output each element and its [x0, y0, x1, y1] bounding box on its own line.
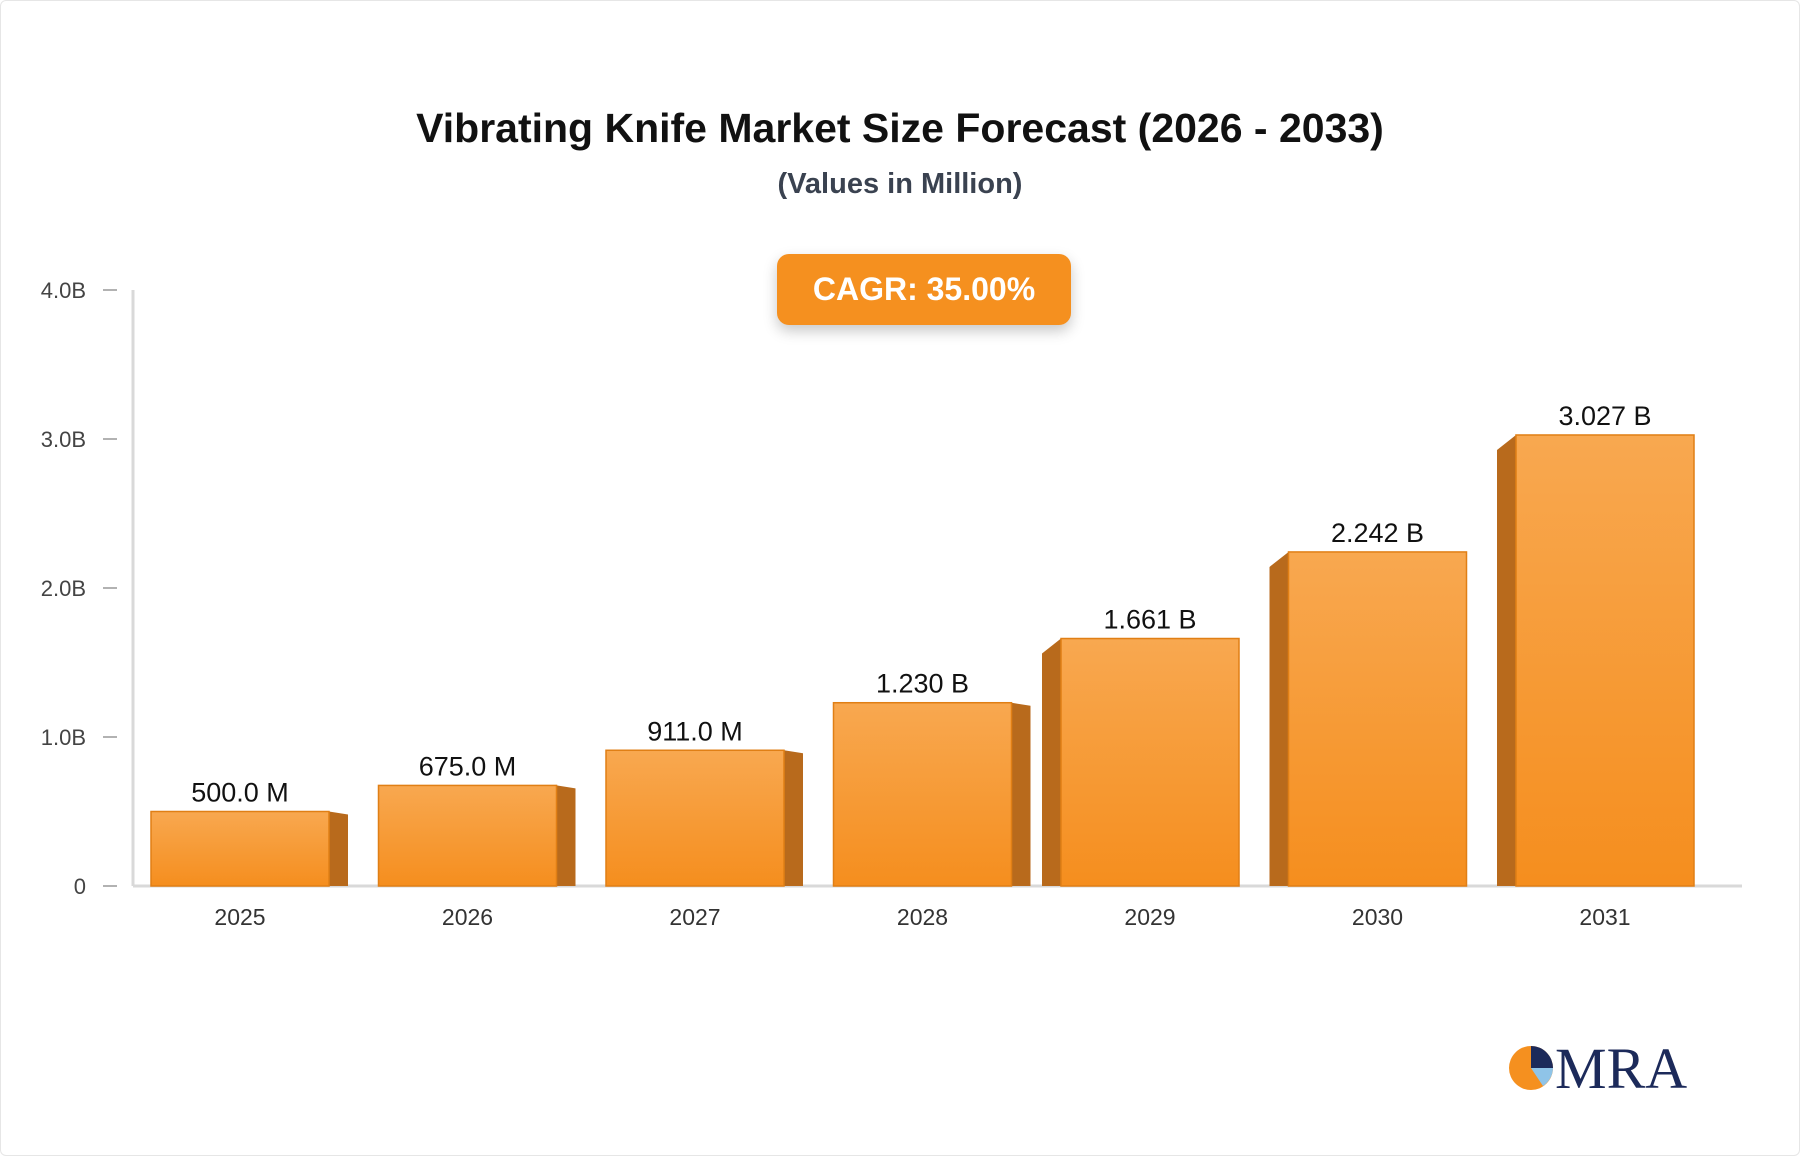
cagr-badge: CAGR: 35.00% [777, 254, 1071, 325]
bar-value-label: 911.0 M [647, 716, 743, 746]
bar-value-label: 1.230 B [876, 669, 969, 699]
logo-text: MRA [1555, 1036, 1687, 1098]
bar-side [784, 750, 803, 886]
x-tick-label: 2028 [897, 904, 948, 930]
bar [605, 749, 785, 887]
chart-subtitle: (Values in Million) [777, 168, 1023, 200]
bar-side [556, 785, 576, 886]
y-tick-label: 0 [74, 874, 86, 899]
bar [377, 784, 558, 887]
x-tick-label: 2029 [1124, 904, 1175, 930]
x-tick-label: 2026 [442, 904, 493, 930]
x-tick-label: 2031 [1579, 904, 1630, 930]
chart-title: Vibrating Knife Market Size Forecast (20… [416, 105, 1384, 151]
bar [1515, 434, 1695, 887]
y-tick-label: 4.0B [41, 278, 86, 303]
y-tick-label: 3.0B [41, 427, 86, 452]
bars: 500.0 M 2025 675.0 M 2026 911.0 M 2027 1.230 B… [150, 401, 1695, 930]
bar-side [1042, 638, 1061, 886]
mra-logo: MRA [1509, 1036, 1687, 1098]
bar-value-label: 2.242 B [1331, 518, 1424, 548]
x-tick-label: 2027 [669, 904, 720, 930]
bar [1287, 551, 1468, 887]
x-tick-label: 2025 [214, 904, 265, 930]
bar [832, 701, 1013, 887]
bar-value-label: 500.0 M [191, 778, 289, 808]
bar-side [1497, 434, 1516, 886]
bar-side [1011, 702, 1031, 886]
y-tick-label: 2.0B [41, 576, 86, 601]
bar [1060, 637, 1240, 887]
bar-side [1269, 551, 1289, 886]
bar-value-label: 675.0 M [419, 751, 517, 781]
bar-side [329, 811, 348, 886]
bar [150, 810, 330, 887]
bar-value-label: 3.027 B [1558, 401, 1651, 431]
y-tick-label: 1.0B [41, 725, 86, 750]
bar-value-label: 1.661 B [1103, 605, 1196, 635]
x-tick-label: 2030 [1352, 904, 1403, 930]
